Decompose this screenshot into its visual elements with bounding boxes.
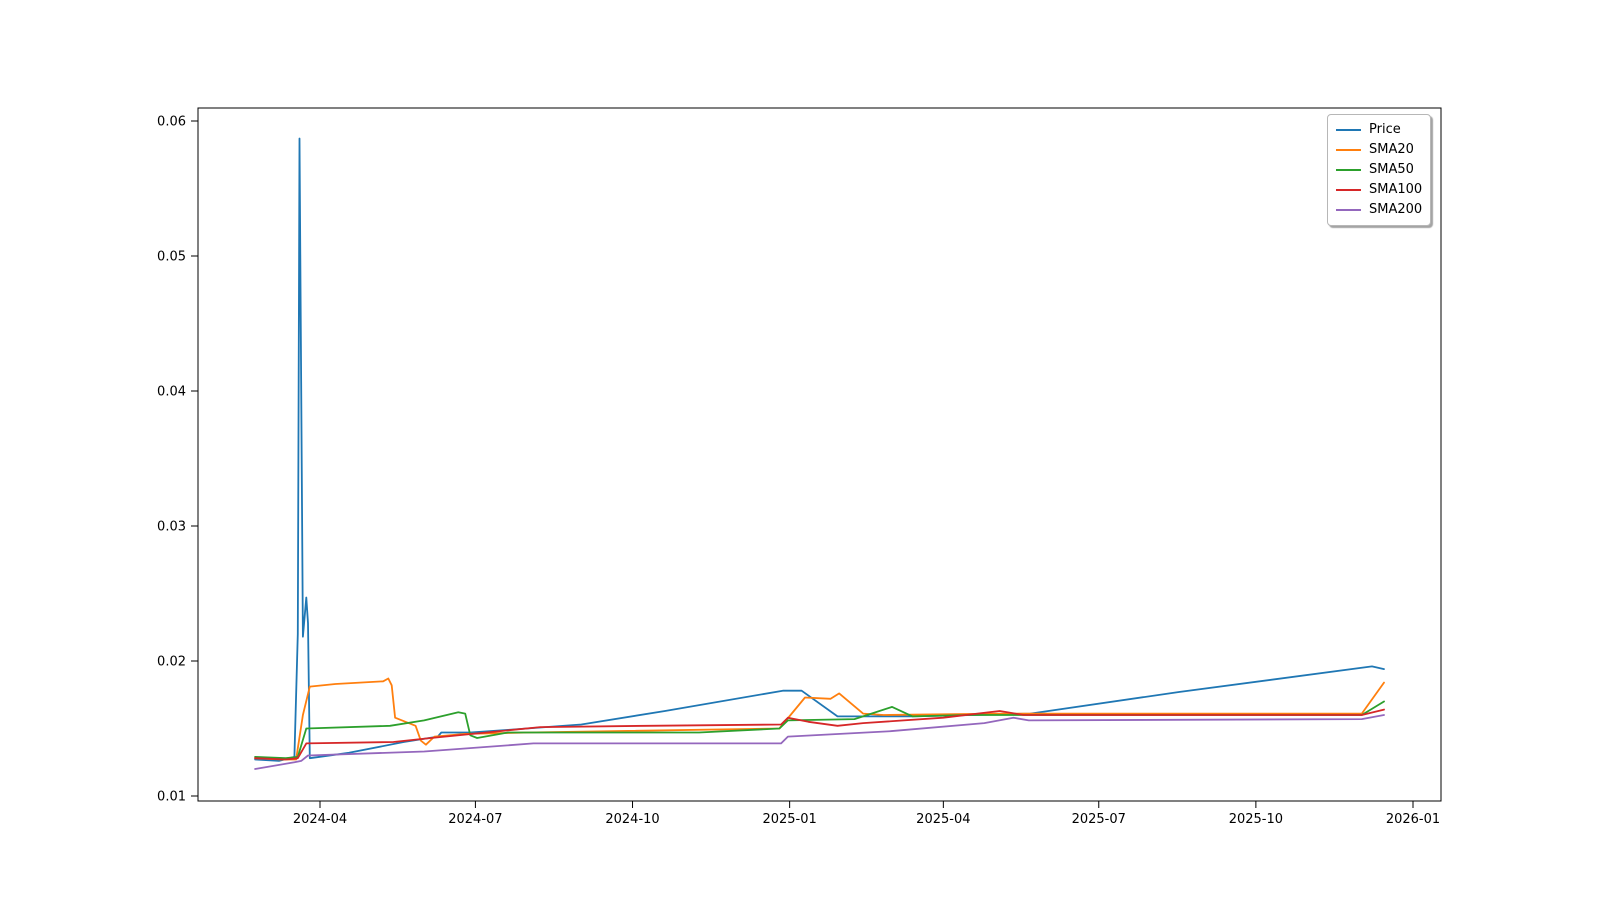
legend-label: Price xyxy=(1369,122,1401,137)
legend-line-sample-price xyxy=(1336,129,1361,131)
x-tick-label: 2025-01 xyxy=(762,812,816,827)
y-tick-label: 0.01 xyxy=(157,790,186,805)
x-tick-label: 2025-07 xyxy=(1072,812,1126,827)
y-tick-label: 0.05 xyxy=(157,250,186,265)
x-tick-label: 2024-04 xyxy=(293,812,347,827)
legend-item-sma20: SMA20 xyxy=(1336,140,1422,160)
y-tick-label: 0.02 xyxy=(157,655,186,670)
legend-line-sample-sma200 xyxy=(1336,209,1361,211)
x-tick-label: 2024-07 xyxy=(448,812,502,827)
x-tick-label: 2024-10 xyxy=(605,812,659,827)
legend-line-sample-sma20 xyxy=(1336,149,1361,151)
legend-label: SMA200 xyxy=(1369,202,1423,217)
legend-label: SMA50 xyxy=(1369,162,1414,177)
legend: Price SMA20 SMA50 SMA100 SMA200 xyxy=(1327,114,1431,226)
legend-line-sample-sma100 xyxy=(1336,189,1361,191)
legend-item-sma100: SMA100 xyxy=(1336,180,1422,200)
series-line-sma50 xyxy=(254,700,1385,760)
series-line-sma200 xyxy=(254,714,1385,770)
series-line-sma100 xyxy=(254,708,1385,761)
legend-item-sma50: SMA50 xyxy=(1336,160,1422,180)
legend-label: SMA20 xyxy=(1369,142,1414,157)
x-tick-label: 2025-10 xyxy=(1229,812,1283,827)
x-tick-label: 2025-04 xyxy=(916,812,970,827)
legend-item-price: Price xyxy=(1336,120,1422,140)
legend-item-sma200: SMA200 xyxy=(1336,200,1422,220)
y-tick-label: 0.03 xyxy=(157,520,186,535)
legend-line-sample-sma50 xyxy=(1336,169,1361,171)
axes-frame xyxy=(197,107,1442,802)
y-tick-label: 0.04 xyxy=(157,385,186,400)
x-tick-label: 2026-01 xyxy=(1386,812,1440,827)
plot-area xyxy=(198,108,1441,801)
y-tick-label: 0.06 xyxy=(157,115,186,130)
series-line-sma20 xyxy=(254,677,1385,761)
legend-label: SMA100 xyxy=(1369,182,1423,197)
